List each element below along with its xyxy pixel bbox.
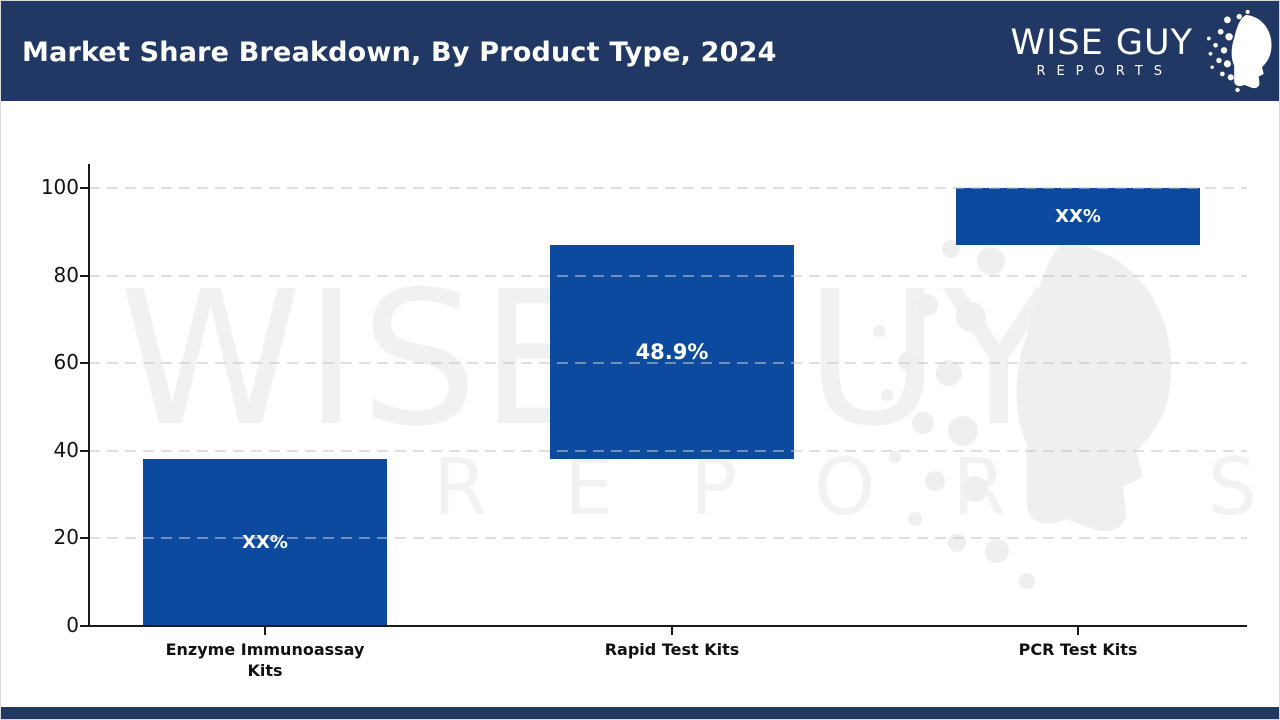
x-tick-mark [1077, 627, 1079, 635]
y-tick-label: 80 [53, 262, 79, 287]
y-tick-mark [80, 449, 88, 452]
gridline [89, 187, 1247, 189]
logo-wordmark: WISE GUY REPORTS [1010, 25, 1193, 79]
bar: XX% [956, 188, 1200, 245]
gridline [89, 537, 1247, 540]
header: Market Share Breakdown, By Product Type,… [1, 1, 1279, 101]
y-tick-mark [80, 362, 88, 365]
logo-face-icon [1206, 9, 1272, 93]
y-tick-mark [80, 274, 88, 277]
category-label: Rapid Test Kits [604, 640, 740, 659]
y-axis [88, 164, 90, 627]
watermark-face-icon [873, 213, 1172, 589]
logo-wordmark-main: WISE GUY [1010, 23, 1193, 64]
logo-wordmark-sub: REPORTS [1036, 63, 1174, 79]
y-tick-label: 60 [53, 350, 79, 375]
y-tick-label: 0 [66, 613, 79, 637]
page-title: Market Share Breakdown, By Product Type,… [22, 37, 777, 68]
bar: 48.9% [550, 244, 794, 460]
bar-value-label: XX% [1055, 205, 1101, 227]
category-label: Enzyme Immunoassay Kits [165, 640, 365, 680]
gridline [89, 449, 1247, 452]
x-tick-mark [264, 627, 266, 635]
x-axis [88, 625, 1247, 627]
bar: XX% [143, 459, 387, 626]
brand-logo: WISE GUY REPORTS [1010, 7, 1273, 97]
y-tick-mark [80, 625, 88, 627]
y-tick-label: 40 [53, 437, 79, 462]
category-label: PCR Test Kits [1018, 640, 1138, 659]
gridline [89, 274, 1247, 277]
gridline [89, 362, 1247, 365]
bar-value-label: 48.9% [635, 340, 709, 365]
y-tick-mark [80, 537, 88, 540]
bar-value-label: XX% [242, 532, 288, 554]
y-tick-label: 100 [40, 175, 79, 199]
y-tick-mark [80, 187, 88, 189]
x-tick-mark [671, 627, 673, 635]
footer-bar [1, 707, 1279, 719]
y-tick-label: 20 [53, 525, 79, 550]
